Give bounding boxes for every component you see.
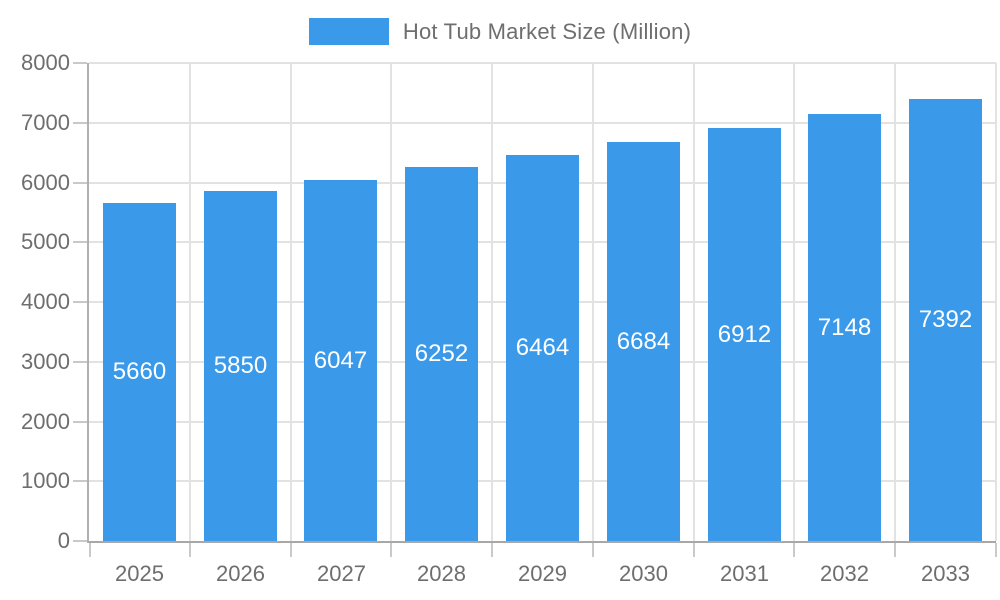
bar: 6684 (607, 142, 680, 541)
bar-value-label: 7148 (817, 313, 872, 341)
v-gridline (290, 63, 292, 541)
y-axis-label: 6000 (21, 169, 70, 195)
bar-value-label: 6912 (717, 320, 772, 348)
x-axis-label: 2028 (417, 561, 466, 586)
y-axis-label: 4000 (21, 289, 70, 314)
v-gridline (693, 63, 695, 541)
x-axis-tick (390, 543, 392, 557)
v-gridline (995, 63, 997, 541)
plot-area: 0 1000 2000 3000 4000 5000 6000 7000 8000 5660 202… (21, 50, 997, 586)
v-gridline (894, 63, 896, 541)
y-axis-tick (73, 181, 87, 184)
y-axis-label: 8000 (21, 50, 70, 75)
x-axis-tick (189, 543, 191, 557)
y-axis-tick (73, 121, 87, 124)
y-axis-tick (73, 540, 87, 542)
bar: 5660 (103, 203, 176, 541)
v-gridline (793, 63, 795, 541)
v-gridline (189, 63, 191, 541)
legend-swatch-icon (308, 18, 389, 45)
y-axis-tick (73, 301, 87, 303)
x-axis-label: 2026 (216, 561, 265, 586)
y-axis-label: 0 (57, 528, 70, 553)
h-gridline (89, 121, 996, 124)
y-axis-tick (73, 480, 87, 483)
y-axis-tick (73, 62, 87, 64)
x-axis-label: 2033 (921, 561, 970, 586)
x-axis-tick (995, 543, 997, 557)
bar: 6047 (304, 180, 377, 541)
bar-value-label: 7392 (918, 306, 973, 333)
y-axis-tick (73, 420, 87, 423)
x-axis-tick (290, 543, 292, 557)
x-axis-label: 2032 (820, 561, 869, 586)
y-axis-label: 5000 (21, 229, 70, 255)
x-axis-label: 2030 (619, 561, 668, 586)
bar-value-label: 6047 (313, 346, 368, 374)
bar-value-label: 6252 (414, 340, 469, 367)
y-axis-label: 2000 (21, 408, 70, 434)
x-axis-tick (793, 543, 795, 557)
y-axis-label: 3000 (21, 348, 70, 374)
bar: 7148 (808, 114, 881, 541)
y-axis-label: 7000 (21, 109, 70, 135)
h-gridline (89, 62, 996, 64)
legend[interactable]: Hot Tub Market Size (Million) (0, 18, 1000, 45)
bar-value-label: 5850 (213, 352, 268, 379)
x-axis-tick (894, 543, 896, 557)
v-gridline (390, 63, 392, 541)
bar-value-label: 6684 (616, 327, 671, 355)
x-axis-label: 2031 (720, 561, 769, 586)
v-gridline (491, 63, 493, 541)
y-axis-label: 1000 (21, 468, 70, 494)
x-axis-label: 2029 (518, 561, 567, 586)
y-axis-tick (73, 241, 87, 244)
bar: 7392 (909, 99, 982, 541)
y-axis-tick (73, 360, 87, 363)
bar: 6252 (405, 167, 478, 541)
x-axis-label: 2027 (317, 561, 366, 586)
legend-label: Hot Tub Market Size (Million) (402, 18, 692, 44)
x-axis-label: 2025 (115, 561, 164, 586)
bar-value-label: 6464 (515, 334, 570, 361)
bar: 5850 (204, 191, 277, 541)
x-axis-tick (89, 543, 91, 557)
bar: 6912 (708, 128, 781, 541)
x-axis-tick (693, 543, 695, 557)
x-axis-tick (491, 543, 493, 557)
bar-value-label: 5660 (112, 358, 167, 385)
v-gridline (592, 63, 594, 541)
x-axis-tick (592, 543, 594, 557)
bar: 6464 (506, 155, 579, 541)
